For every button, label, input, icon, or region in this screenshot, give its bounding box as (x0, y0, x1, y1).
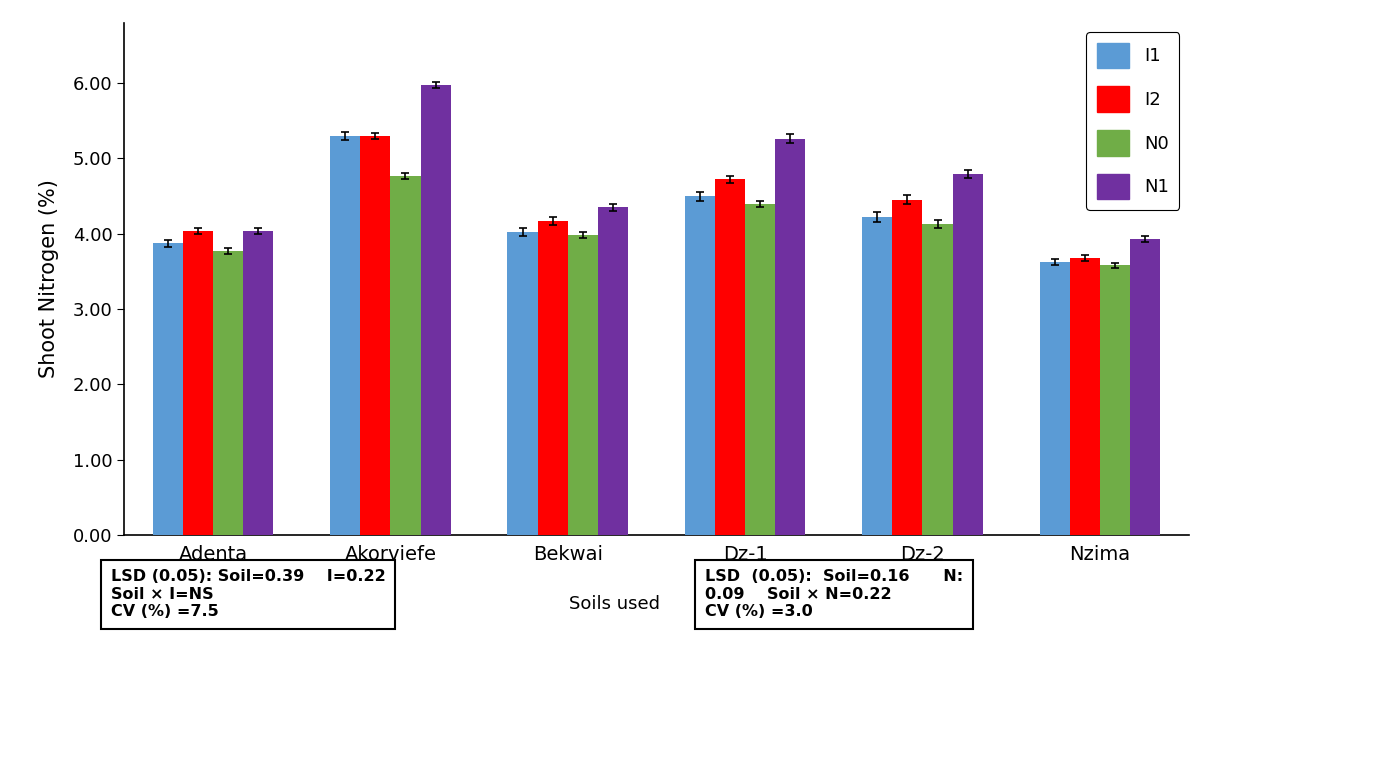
Text: LSD (0.05): Soil=0.39    I=0.22
Soil × I=NS
CV (%) =7.5: LSD (0.05): Soil=0.39 I=0.22 Soil × I=NS… (111, 569, 386, 619)
Bar (153, 244, 182, 535)
Bar (893, 200, 922, 535)
Y-axis label: Shoot Nitrogen (%): Shoot Nitrogen (%) (39, 180, 59, 378)
Bar (1039, 262, 1070, 535)
Bar (745, 203, 775, 535)
Bar (243, 231, 274, 535)
Bar (213, 251, 243, 535)
Bar (390, 176, 420, 535)
Bar (862, 217, 893, 535)
Bar (361, 136, 390, 535)
Text: Soils used: Soils used (569, 594, 661, 613)
Bar (568, 235, 598, 535)
Bar (714, 180, 745, 535)
Bar (685, 196, 714, 535)
Bar (598, 207, 627, 535)
Bar (420, 86, 451, 535)
Legend: I1, I2, N0, N1: I1, I2, N0, N1 (1086, 32, 1179, 210)
Bar (1130, 239, 1159, 535)
Bar (952, 174, 983, 535)
Bar (775, 139, 806, 535)
Bar (1100, 265, 1130, 535)
Bar (182, 231, 213, 535)
Bar (330, 136, 361, 535)
Bar (538, 221, 568, 535)
Bar (922, 224, 952, 535)
Bar (507, 232, 538, 535)
Bar (1070, 257, 1100, 535)
Text: LSD  (0.05):  Soil=0.16      N:
0.09    Soil × N=0.22
CV (%) =3.0: LSD (0.05): Soil=0.16 N: 0.09 Soil × N=0… (705, 569, 963, 619)
